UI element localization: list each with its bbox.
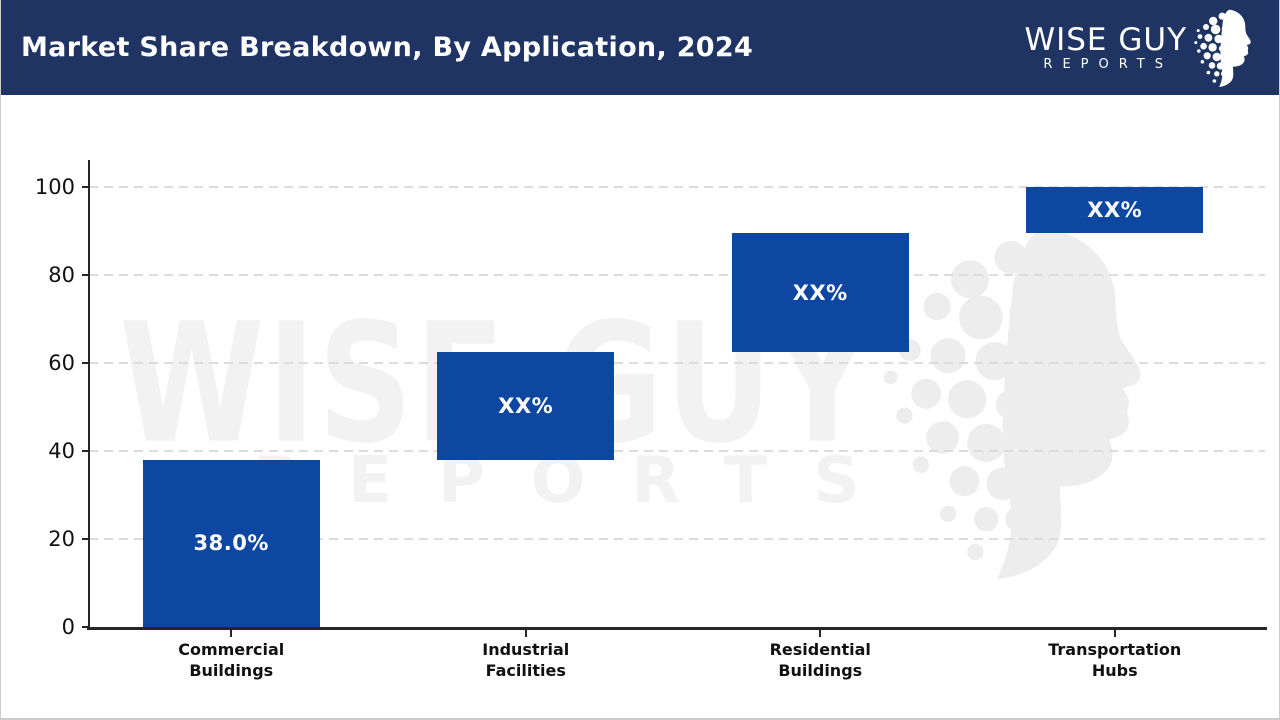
x-axis-tick <box>819 630 822 637</box>
gridline-80 <box>89 274 1265 276</box>
x-axis-tick <box>1113 630 1116 637</box>
waterfall-bar-2: XX% <box>437 352 615 460</box>
x-axis-line <box>87 627 1267 630</box>
category-label-line: Transportation <box>1048 640 1182 659</box>
bar-value-label: 38.0% <box>193 531 269 556</box>
y-axis-tick <box>82 274 89 276</box>
brand-name: WISE GUY <box>1024 21 1187 58</box>
y-axis-tick-label: 20 <box>48 527 75 551</box>
y-axis-tick-label: 40 <box>48 439 75 463</box>
y-axis-tick-label: 100 <box>34 175 75 199</box>
category-label-line: Industrial <box>482 640 570 659</box>
x-axis-tick <box>230 630 233 637</box>
brand-subtitle: REPORTS <box>1043 56 1174 72</box>
y-axis-tick <box>82 362 89 364</box>
y-axis-tick-label: 60 <box>48 351 75 375</box>
brand-logo: WISE GUY REPORTS <box>1024 7 1257 89</box>
category-label: Transportation Hubs <box>1005 639 1225 681</box>
category-label-line: Facilities <box>485 661 566 680</box>
bar-value-label: XX% <box>792 280 848 305</box>
y-axis-tick-label: 0 <box>61 615 75 639</box>
y-axis-tick-label: 80 <box>48 263 75 287</box>
gridline-20 <box>89 538 1265 540</box>
brand-logo-text: WISE GUY REPORTS <box>1024 23 1187 73</box>
gridline-40 <box>89 450 1265 452</box>
bar-value-label: XX% <box>1087 198 1143 223</box>
waterfall-bar-1: 38.0% <box>142 459 320 627</box>
x-axis-tick <box>524 630 527 637</box>
y-axis-tick <box>82 450 89 452</box>
category-label-line: Buildings <box>778 661 863 680</box>
page-title: Market Share Breakdown, By Application, … <box>21 32 754 63</box>
waterfall-bar-3: XX% <box>731 233 909 352</box>
y-axis-tick <box>82 626 89 628</box>
waterfall-bar-4: XX% <box>1026 187 1204 234</box>
y-axis-tick <box>82 186 89 188</box>
bar-value-label: XX% <box>498 393 554 418</box>
category-label-line: Residential <box>769 640 871 659</box>
category-label-line: Commercial <box>178 640 285 659</box>
category-label: Commercial Buildings <box>121 639 341 681</box>
gridline-100 <box>89 186 1265 188</box>
category-label-line: Hubs <box>1091 661 1138 680</box>
category-label: Residential Buildings <box>710 639 930 681</box>
category-label-line: Buildings <box>189 661 274 680</box>
header-bar: Market Share Breakdown, By Application, … <box>1 0 1279 95</box>
gridline-60 <box>89 362 1265 364</box>
y-axis-tick <box>82 538 89 540</box>
y-axis-line <box>88 160 90 630</box>
category-label: Industrial Facilities <box>416 639 636 681</box>
